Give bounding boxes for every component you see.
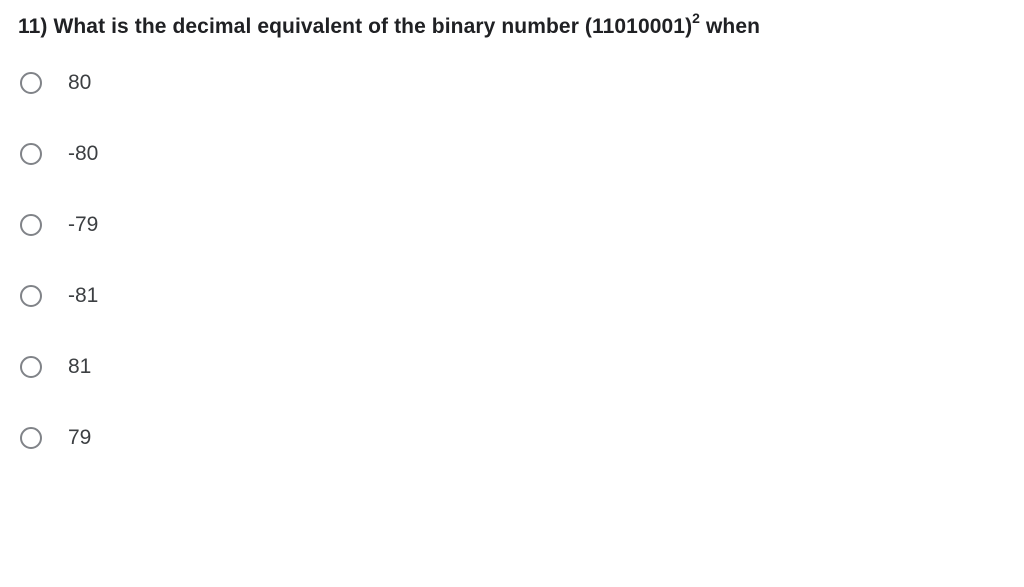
radio-icon[interactable]	[20, 427, 42, 449]
radio-icon[interactable]	[20, 356, 42, 378]
option-3[interactable]: -79	[20, 213, 1006, 237]
question-superscript: 2	[692, 10, 700, 26]
option-4[interactable]: -81	[20, 284, 1006, 308]
option-1[interactable]: 80	[20, 71, 1006, 95]
option-6[interactable]: 79	[20, 426, 1006, 450]
question-text: 11) What is the decimal equivalent of th…	[18, 12, 1006, 39]
quiz-page: 11) What is the decimal equivalent of th…	[0, 0, 1024, 462]
radio-icon[interactable]	[20, 143, 42, 165]
option-label: 80	[68, 71, 91, 95]
option-label: 81	[68, 355, 91, 379]
option-label: 79	[68, 426, 91, 450]
question-number: 11)	[18, 15, 48, 38]
option-2[interactable]: -80	[20, 142, 1006, 166]
radio-icon[interactable]	[20, 72, 42, 94]
radio-icon[interactable]	[20, 214, 42, 236]
option-label: -80	[68, 142, 98, 166]
question-body-after: when	[700, 15, 760, 38]
option-label: -79	[68, 213, 98, 237]
radio-icon[interactable]	[20, 285, 42, 307]
option-label: -81	[68, 284, 98, 308]
option-5[interactable]: 81	[20, 355, 1006, 379]
question-body-before: What is the decimal equivalent of the bi…	[53, 15, 692, 38]
options-group: 80 -80 -79 -81 81 79	[18, 71, 1006, 450]
